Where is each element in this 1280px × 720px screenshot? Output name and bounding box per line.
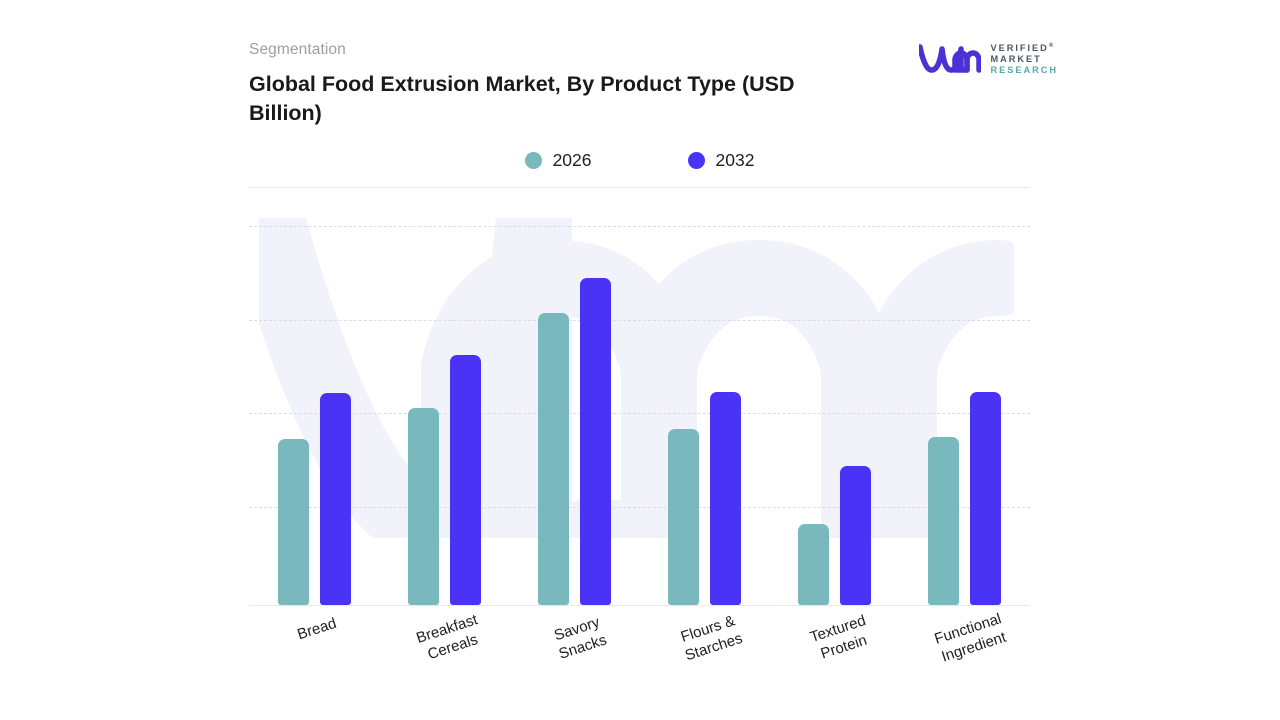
chart-header: Segmentation Global Food Extrusion Marke… <box>249 40 1059 128</box>
x-axis-tick-label: Textured Protein <box>807 612 869 663</box>
legend-item-2032[interactable]: 2032 <box>687 150 755 171</box>
axis-baseline <box>249 605 1030 606</box>
gridline <box>249 320 1030 321</box>
bar-group <box>379 200 509 605</box>
x-axis-labels: Bread Breakfast Cereals Savory Snacks Flour… <box>249 606 1030 706</box>
logo-line-verified: VERIFIED® <box>990 43 1054 54</box>
bar-group <box>900 200 1030 605</box>
x-axis-tick-label: Breakfast Cereals <box>414 611 481 664</box>
legend-swatch-icon <box>524 152 542 169</box>
bar-group <box>509 200 639 605</box>
x-label-cell: Savory Snacks <box>509 606 639 706</box>
gridline <box>249 507 1030 508</box>
bar-2026[interactable] <box>277 438 309 605</box>
gridline <box>249 226 1030 227</box>
x-axis-tick-label: Savory Snacks <box>552 613 610 663</box>
logo-line-research: RESEARCH <box>990 65 1058 76</box>
bar-2026[interactable] <box>928 436 960 605</box>
x-axis-tick-label: Bread <box>295 614 339 644</box>
bar-2032[interactable] <box>449 354 481 605</box>
page-title: Global Food Extrusion Market, By Product… <box>249 72 795 125</box>
chart-legend: 2026 2032 <box>249 150 1030 171</box>
bar-group <box>770 200 900 605</box>
bar-2032[interactable] <box>579 277 611 605</box>
bar-group <box>640 200 770 605</box>
x-label-cell: Breakfast Cereals <box>379 606 509 706</box>
logo-line-market: MARKET <box>990 54 1042 65</box>
legend-swatch-icon <box>687 152 705 169</box>
gridline <box>249 413 1030 414</box>
vmr-logo-icon <box>919 44 982 73</box>
plot-area <box>249 200 1030 606</box>
bar-2032[interactable] <box>970 391 1002 605</box>
logo-wordmark: VERIFIED® MARKET RESEARCH <box>990 41 1058 75</box>
x-label-cell: Functional Ingredient <box>900 606 1030 706</box>
x-label-cell: Bread <box>249 606 379 706</box>
bar-group <box>249 200 379 605</box>
bar-2032[interactable] <box>710 391 742 605</box>
segmentation-eyebrow: Segmentation <box>249 41 346 58</box>
bar-groups <box>249 200 1030 605</box>
registered-mark: ® <box>1048 43 1054 49</box>
x-label-cell: Textured Protein <box>770 606 900 706</box>
brand-logo: VERIFIED® MARKET RESEARCH <box>919 41 1058 75</box>
bar-2026[interactable] <box>668 429 700 605</box>
x-axis-tick-label: Functional Ingredient <box>932 610 1009 666</box>
x-axis-tick-label: Flours & Starches <box>678 612 745 665</box>
bar-2032[interactable] <box>840 465 872 605</box>
bar-2026[interactable] <box>798 524 830 605</box>
legend-item-2026[interactable]: 2026 <box>524 150 592 171</box>
bar-2026[interactable] <box>407 407 439 605</box>
legend-label: 2026 <box>552 150 592 170</box>
header-divider <box>249 187 1030 188</box>
bar-2026[interactable] <box>537 312 569 605</box>
x-label-cell: Flours & Starches <box>640 606 770 706</box>
bar-2032[interactable] <box>319 392 351 605</box>
legend-label: 2032 <box>715 150 755 170</box>
gridlines <box>249 200 1030 606</box>
